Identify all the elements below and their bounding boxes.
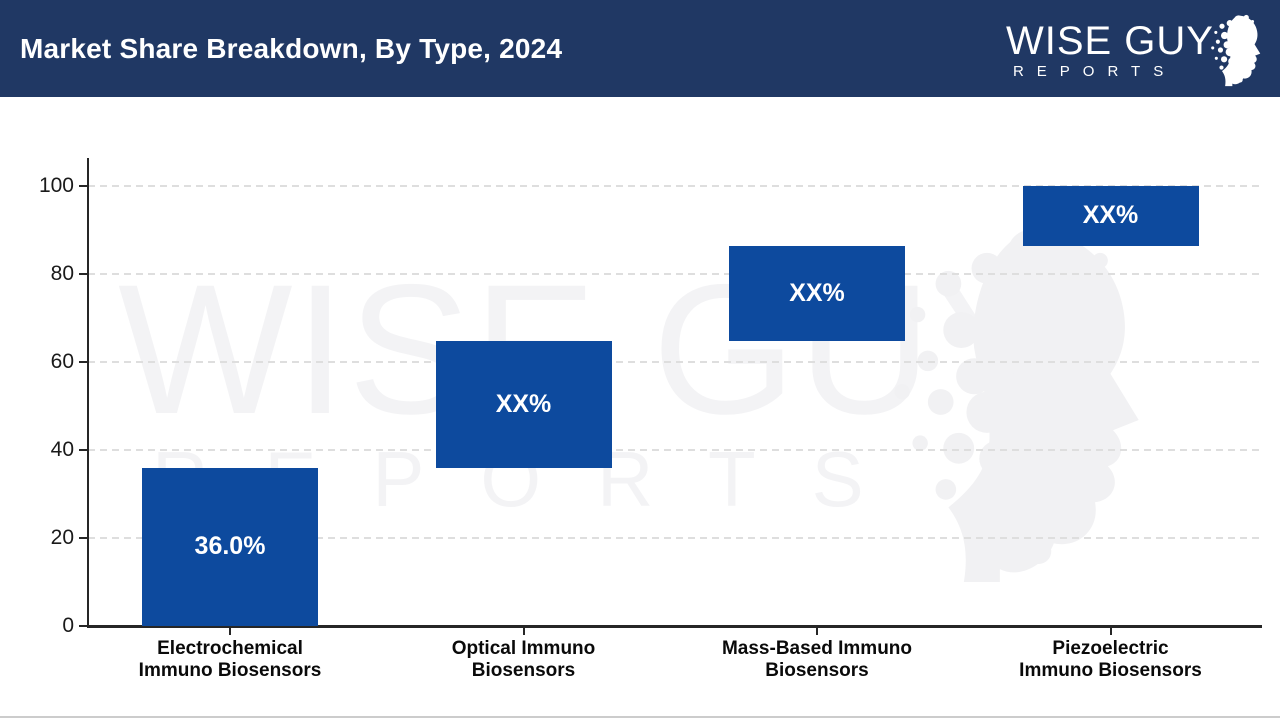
x-category-label-line: Optical Immuno [451,638,596,659]
y-axis-tick-label: 80 [50,262,74,285]
y-axis-tick-label: 40 [50,438,74,461]
page-title: Market Share Breakdown, By Type, 2024 [20,32,563,64]
y-gridline [88,273,1262,275]
y-tick-mark [79,449,88,451]
bottom-border-line [0,716,1280,718]
y-axis-tick-label: 20 [50,526,74,549]
x-category-label: Optical Immuno Biosensors [377,638,671,681]
y-tick-mark [79,185,88,187]
x-category-label-line: Mass-Based Immuno [721,638,913,659]
bar-segment: XX% [729,245,905,341]
x-category-label-line: Biosensors [471,659,576,681]
y-gridline [88,537,1262,539]
bar-value-label: XX% [789,278,845,307]
bar-segment: XX% [1022,186,1199,246]
bar-value-label: XX% [1082,201,1139,230]
x-category-label-line: Biosensors [765,659,869,681]
x-category-label: Mass-Based Immuno Biosensors [670,638,964,681]
bar-value-label: XX% [495,389,552,418]
y-tick-mark [79,361,88,363]
y-gridline [88,361,1262,363]
x-category-label: Electrochemical Immuno Biosensors [83,638,377,681]
y-tick-mark [79,625,88,627]
x-category-label-line: Immuno Biosensors [138,659,322,681]
y-axis-tick-label: 0 [62,614,74,637]
x-tick-mark [229,628,231,635]
brand-logo: WISE GUY REPORTS [1006,6,1268,90]
y-gridline [88,185,1262,187]
bar-segment: XX% [435,340,612,468]
y-axis-tick-label: 60 [50,350,74,373]
y-tick-mark [79,273,88,275]
x-tick-mark [1109,628,1112,635]
y-axis-tick-label: 100 [38,174,74,197]
x-tick-mark [816,628,818,635]
logo-wordmark: WISE GUY [1005,19,1214,63]
x-category-label-line: Electrochemical [157,638,303,659]
x-category-label-line: Piezoelectric [1052,638,1169,659]
y-gridline [88,449,1262,451]
app-header: Market Share Breakdown, By Type, 2024 WI… [0,0,1280,97]
x-category-label-line: Immuno Biosensors [1019,659,1202,681]
x-tick-mark [522,628,525,635]
bar-value-label: 36.0% [194,532,266,561]
logo-sub-wordmark: REPORTS [1012,63,1177,80]
x-category-label: Piezoelectric Immuno Biosensors [964,638,1258,681]
y-axis-spine [87,158,89,626]
x-axis-line [87,625,1262,628]
bar-segment: 36.0% [142,467,318,626]
y-tick-mark [79,537,88,539]
